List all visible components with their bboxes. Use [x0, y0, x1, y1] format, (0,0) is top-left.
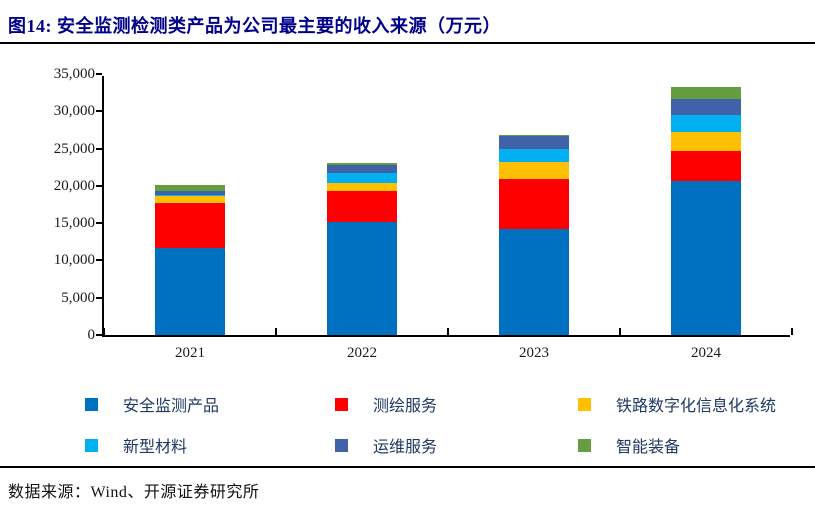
y-axis-label: 35,000	[53, 66, 95, 82]
x-axis-label: 2021	[175, 345, 205, 361]
bar-segment	[327, 163, 397, 166]
y-axis-label: 30,000	[53, 103, 95, 120]
legend-swatch	[335, 438, 348, 452]
legend-item: 安全监测产品	[85, 392, 335, 416]
stacked-bar-2024	[671, 87, 741, 335]
stacked-bar-2023	[499, 134, 569, 335]
y-axis-label: 15,000	[53, 215, 95, 232]
legend-item: 运维服务	[335, 433, 578, 457]
legend-swatch	[335, 397, 348, 411]
x-axis-tick	[619, 328, 621, 335]
bar-segment	[499, 229, 569, 335]
bar-segment	[671, 181, 741, 335]
legend-item: 铁路数字化信息化系统	[578, 392, 776, 416]
figure-title: 图14: 安全监测检测类产品为公司最主要的收入来源（万元）	[8, 16, 501, 36]
bar-segment	[671, 115, 741, 133]
x-axis-tick	[275, 328, 277, 335]
bar-segment	[671, 98, 741, 116]
legend: 安全监测产品 测绘服务 铁路数字化信息化系统新型材料 运维服务 智能装备	[85, 392, 776, 457]
y-axis-tick	[96, 110, 102, 113]
bar-segment	[671, 87, 741, 99]
legend-item: 测绘服务	[335, 392, 578, 416]
bar-segment	[155, 247, 225, 335]
bar-segment	[499, 162, 569, 180]
stacked-bar-2021	[155, 184, 225, 335]
legend-item: 新型材料	[85, 433, 335, 457]
legend-label: 测绘服务	[373, 398, 438, 415]
bar-segment	[155, 190, 225, 195]
legend-swatch	[85, 438, 98, 452]
footer-divider	[0, 466, 815, 468]
legend-label: 安全监测产品	[123, 398, 220, 415]
bar-segment	[327, 172, 397, 183]
stacked-bar-2022	[327, 163, 397, 335]
bar-segment	[499, 134, 569, 137]
bar-segment	[155, 203, 225, 248]
y-axis-tick	[96, 147, 102, 150]
bar-segment	[327, 165, 397, 173]
y-axis-label: 10,000	[53, 252, 95, 269]
legend-label: 运维服务	[373, 439, 438, 456]
y-axis-tick	[96, 334, 102, 336]
legend-swatch	[85, 397, 98, 411]
bar-segment	[155, 195, 225, 204]
y-axis-label: 5,000	[61, 289, 95, 306]
x-axis-tick	[103, 328, 105, 335]
y-axis-label: 0	[87, 327, 96, 343]
y-axis-label: 20,000	[53, 177, 95, 194]
title-divider	[0, 42, 815, 44]
x-axis-label: 2024	[691, 345, 721, 361]
legend-label: 智能装备	[616, 439, 681, 456]
bar-segment	[499, 179, 569, 230]
bar-segment	[327, 191, 397, 223]
bar-segment	[499, 148, 569, 163]
y-axis-tick	[96, 184, 102, 187]
legend-swatch	[578, 438, 591, 452]
legend-label: 铁路数字化信息化系统	[616, 398, 777, 415]
x-axis-label: 2023	[519, 345, 549, 361]
x-axis-tick	[447, 328, 449, 335]
plot-area: 0 5,000 10,000 15,000 20,000 25,000 30,000 35,0…	[54, 66, 793, 361]
legend-swatch	[578, 397, 591, 411]
y-axis-label: 25,000	[53, 140, 95, 157]
legend-item: 智能装备	[578, 433, 776, 457]
bar-segment	[499, 136, 569, 149]
bar-segment	[671, 150, 741, 182]
bar-segment	[671, 132, 741, 151]
bar-segment	[155, 184, 225, 191]
bar-segment	[155, 194, 225, 196]
y-axis-tick	[96, 222, 102, 225]
data-source: 数据来源：Wind、开源证券研究所	[8, 484, 260, 501]
y-axis-tick	[96, 73, 102, 75]
x-axis-label: 2022	[347, 345, 377, 361]
bar-segment	[327, 222, 397, 335]
x-axis-tick	[791, 328, 793, 335]
bar-segment	[327, 182, 397, 192]
y-axis-tick	[96, 259, 102, 262]
y-axis-tick	[96, 296, 102, 299]
legend-label: 新型材料	[123, 439, 188, 456]
